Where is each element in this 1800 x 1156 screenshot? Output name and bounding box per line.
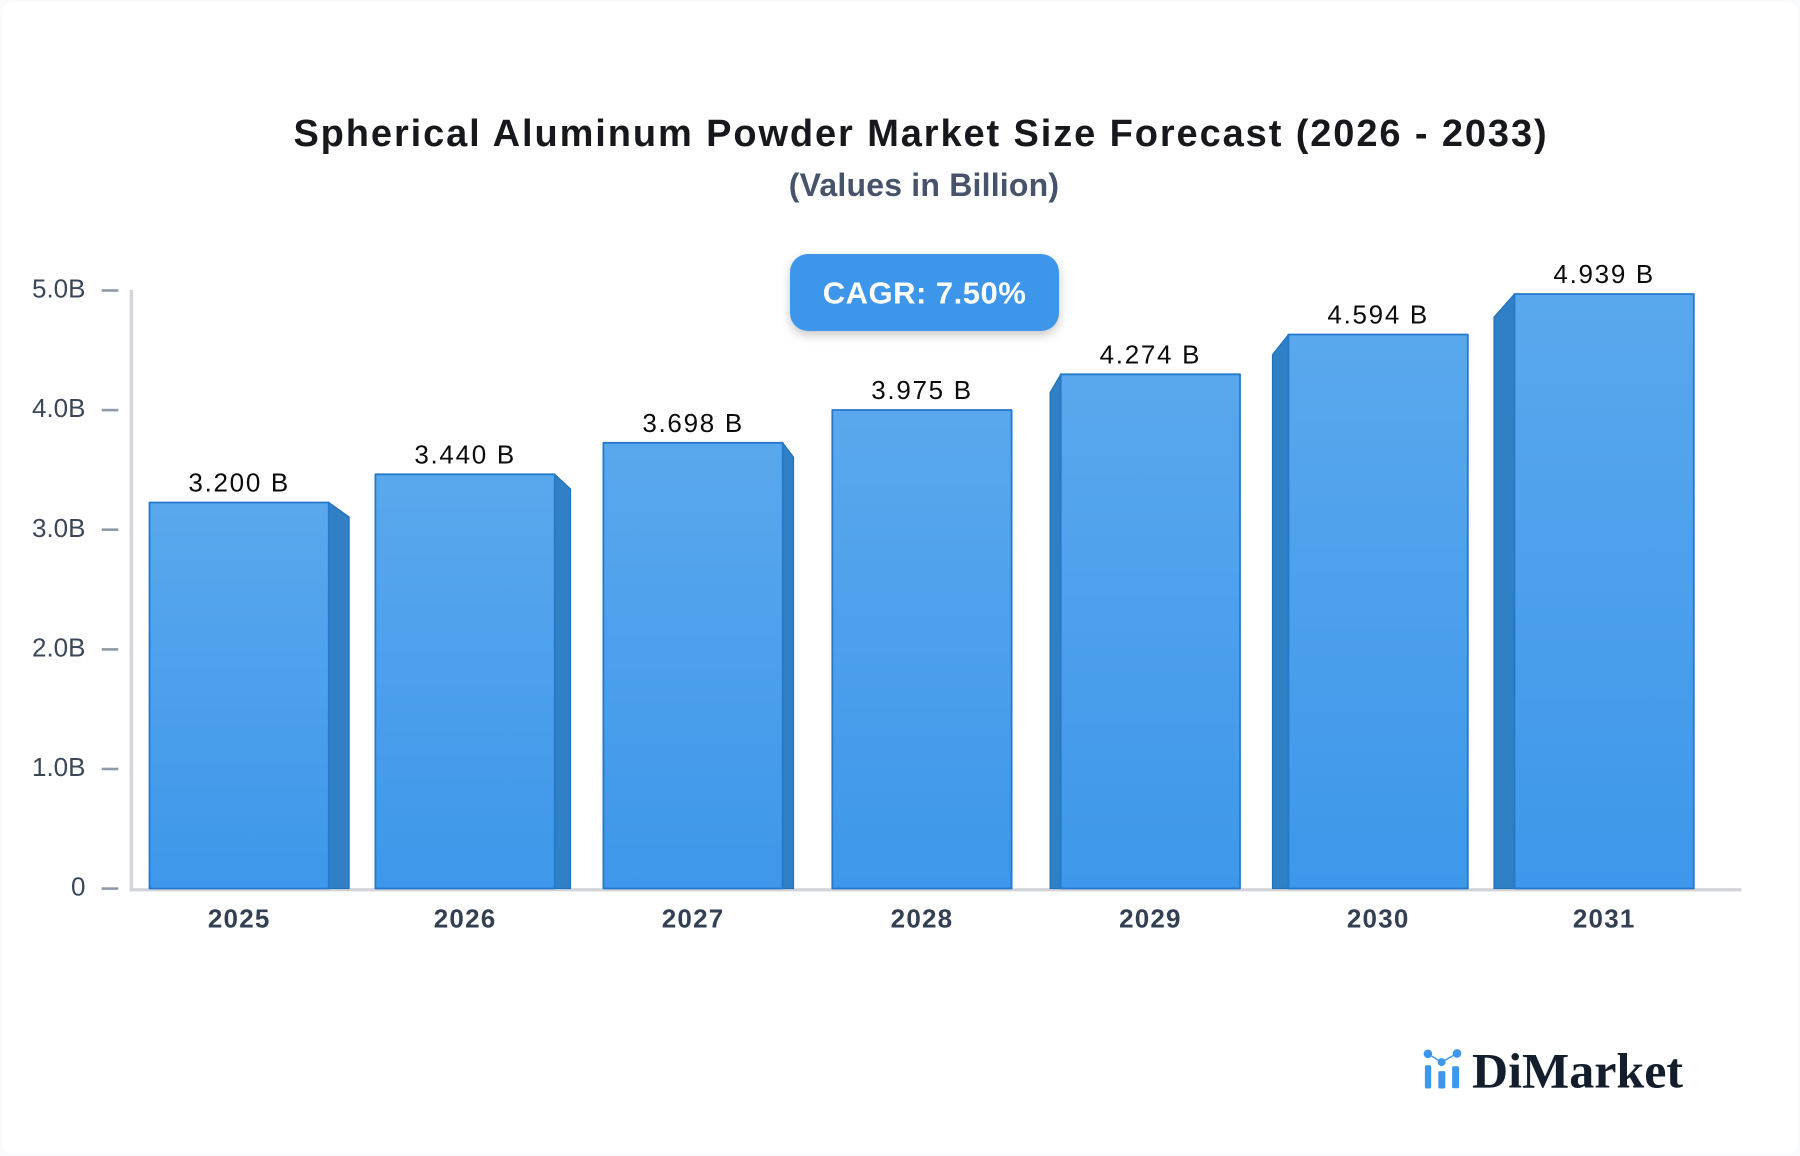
svg-text:4.274 B: 4.274 B xyxy=(1100,339,1202,369)
svg-text:4.939 B: 4.939 B xyxy=(1553,259,1655,289)
svg-text:2025: 2025 xyxy=(208,904,271,934)
svg-text:(Values in Billion): (Values in Billion) xyxy=(789,167,1060,203)
svg-text:0: 0 xyxy=(71,872,85,902)
svg-text:3.975 B: 3.975 B xyxy=(871,375,973,405)
svg-text:2027: 2027 xyxy=(662,904,725,934)
svg-text:2028: 2028 xyxy=(891,904,954,934)
svg-text:2030: 2030 xyxy=(1347,904,1410,934)
svg-text:2.0B: 2.0B xyxy=(32,633,86,663)
svg-text:DiMarket: DiMarket xyxy=(1472,1043,1683,1099)
svg-text:CAGR: 7.50%: CAGR: 7.50% xyxy=(823,276,1027,311)
svg-text:2031: 2031 xyxy=(1573,904,1636,934)
svg-text:Spherical Aluminum Powder Mark: Spherical Aluminum Powder Market Size Fo… xyxy=(293,113,1548,155)
svg-text:4.594 B: 4.594 B xyxy=(1327,300,1429,330)
svg-text:2029: 2029 xyxy=(1119,904,1182,934)
svg-text:1.0B: 1.0B xyxy=(32,752,86,782)
svg-text:3.200 B: 3.200 B xyxy=(188,468,290,498)
svg-text:4.0B: 4.0B xyxy=(32,393,86,423)
svg-text:2026: 2026 xyxy=(434,904,497,934)
svg-text:3.0B: 3.0B xyxy=(32,513,86,543)
svg-text:3.440 B: 3.440 B xyxy=(414,439,516,469)
svg-text:3.698 B: 3.698 B xyxy=(642,408,744,438)
svg-text:5.0B: 5.0B xyxy=(32,274,86,304)
